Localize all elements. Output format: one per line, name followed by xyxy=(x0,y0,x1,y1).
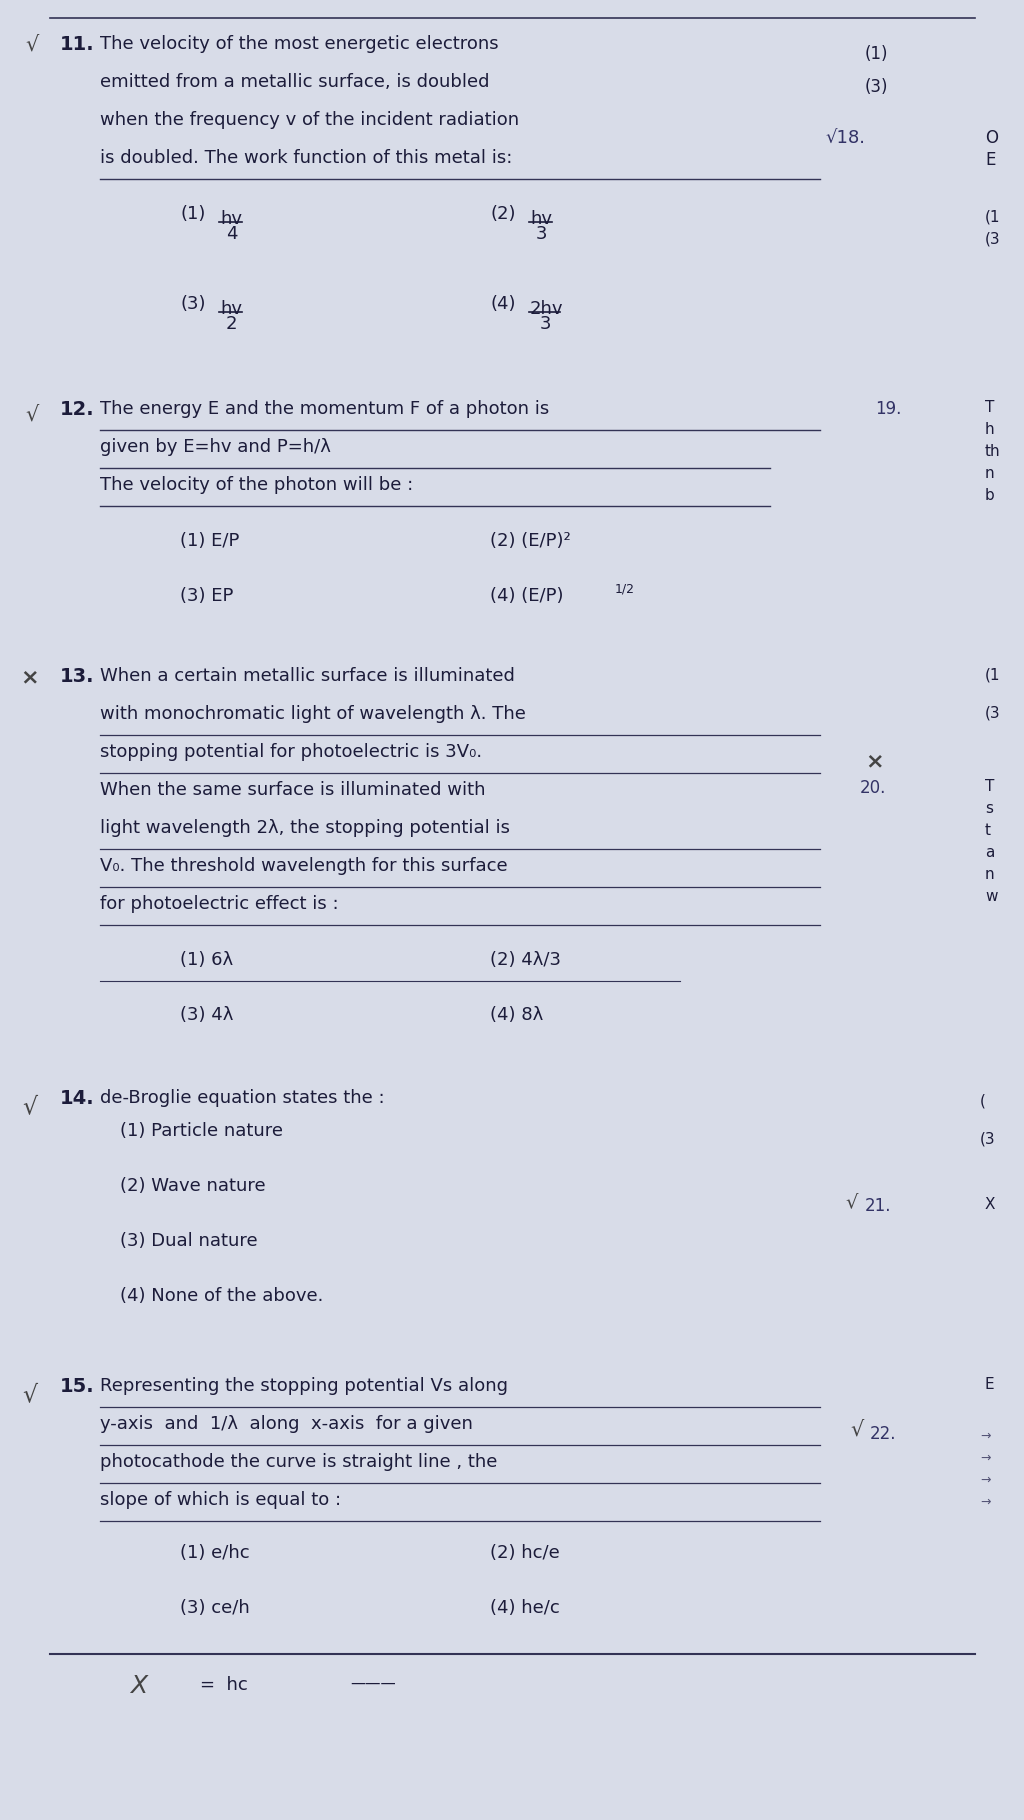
Text: (1) E/P: (1) E/P xyxy=(180,531,240,550)
Text: (3) 4λ: (3) 4λ xyxy=(180,1006,233,1025)
Text: 15.: 15. xyxy=(60,1378,94,1396)
Text: hv: hv xyxy=(220,209,242,228)
Text: s: s xyxy=(985,801,993,815)
Text: (3: (3 xyxy=(985,231,1000,248)
Text: th: th xyxy=(985,444,1000,459)
Text: V₀. The threshold wavelength for this surface: V₀. The threshold wavelength for this su… xyxy=(100,857,508,875)
Text: T: T xyxy=(985,779,994,794)
Text: E: E xyxy=(985,1378,994,1392)
Text: (2) hc/e: (2) hc/e xyxy=(490,1543,560,1562)
Text: (2) (E/P)²: (2) (E/P)² xyxy=(490,531,570,550)
Text: ×: × xyxy=(865,752,884,772)
Text: light wavelength 2λ, the stopping potential is: light wavelength 2λ, the stopping potent… xyxy=(100,819,510,837)
Text: 14.: 14. xyxy=(60,1088,94,1108)
Text: y-axis  and  1/λ  along  x-axis  for a given: y-axis and 1/λ along x-axis for a given xyxy=(100,1414,473,1432)
Text: (1: (1 xyxy=(985,666,1000,682)
Text: √: √ xyxy=(25,406,38,426)
Text: photocathode the curve is straight line , the: photocathode the curve is straight line … xyxy=(100,1452,498,1471)
Text: (: ( xyxy=(980,1094,986,1108)
Text: √: √ xyxy=(850,1420,863,1440)
Text: (4) None of the above.: (4) None of the above. xyxy=(120,1287,324,1305)
Text: (3: (3 xyxy=(985,704,1000,721)
Text: n: n xyxy=(985,466,994,480)
Text: 22.: 22. xyxy=(870,1425,896,1443)
Text: de-Broglie equation states the :: de-Broglie equation states the : xyxy=(100,1088,385,1107)
Text: E: E xyxy=(985,151,995,169)
Text: 1/2: 1/2 xyxy=(615,582,635,595)
Text: (2) Wave nature: (2) Wave nature xyxy=(120,1178,265,1196)
Text: 12.: 12. xyxy=(60,400,94,419)
Text: Representing the stopping potential Vs along: Representing the stopping potential Vs a… xyxy=(100,1378,508,1394)
Text: X: X xyxy=(985,1198,995,1212)
Text: 11.: 11. xyxy=(60,35,94,55)
Text: √18.: √18. xyxy=(825,129,865,147)
Text: 21.: 21. xyxy=(865,1198,892,1216)
Text: (3): (3) xyxy=(865,78,889,96)
Text: 13.: 13. xyxy=(60,666,94,686)
Text: h: h xyxy=(985,422,994,437)
Text: (4) 8λ: (4) 8λ xyxy=(490,1006,544,1025)
Text: given by E=hv and P=h/λ: given by E=hv and P=h/λ xyxy=(100,439,331,457)
Text: t: t xyxy=(985,823,991,837)
Text: (1) 6λ: (1) 6λ xyxy=(180,952,233,968)
Text: (1) e/hc: (1) e/hc xyxy=(180,1543,250,1562)
Text: =  hc: = hc xyxy=(200,1676,248,1694)
Text: is doubled. The work function of this metal is:: is doubled. The work function of this me… xyxy=(100,149,512,167)
Text: n: n xyxy=(985,866,994,883)
Text: (4) (E/P): (4) (E/P) xyxy=(490,588,563,604)
Text: (1): (1) xyxy=(180,206,206,224)
Text: hv: hv xyxy=(530,209,552,228)
Text: ———: ——— xyxy=(350,1676,395,1691)
Text: emitted from a metallic surface, is doubled: emitted from a metallic surface, is doub… xyxy=(100,73,489,91)
Text: O: O xyxy=(985,129,998,147)
Text: (3: (3 xyxy=(980,1132,995,1147)
Text: (2) 4λ/3: (2) 4λ/3 xyxy=(490,952,561,968)
Text: When a certain metallic surface is illuminated: When a certain metallic surface is illum… xyxy=(100,666,515,684)
Text: √: √ xyxy=(845,1192,857,1210)
Text: The velocity of the photon will be :: The velocity of the photon will be : xyxy=(100,477,414,493)
Text: √: √ xyxy=(22,1094,37,1117)
Text: √: √ xyxy=(25,35,38,55)
Text: 2hv: 2hv xyxy=(530,300,563,318)
Text: (3) EP: (3) EP xyxy=(180,588,233,604)
Text: →: → xyxy=(980,1474,990,1487)
Text: (1): (1) xyxy=(865,46,889,64)
Text: (2): (2) xyxy=(490,206,515,224)
Text: (1) Particle nature: (1) Particle nature xyxy=(120,1121,283,1139)
Text: for photoelectric effect is :: for photoelectric effect is : xyxy=(100,895,339,914)
Text: (3) ce/h: (3) ce/h xyxy=(180,1600,250,1616)
Text: The velocity of the most energetic electrons: The velocity of the most energetic elect… xyxy=(100,35,499,53)
Text: √: √ xyxy=(22,1381,37,1407)
Text: a: a xyxy=(985,844,994,861)
Text: w: w xyxy=(985,888,997,905)
Text: hv: hv xyxy=(220,300,242,318)
Text: (4): (4) xyxy=(490,295,515,313)
Text: 20.: 20. xyxy=(860,779,887,797)
Text: ×: × xyxy=(20,666,39,686)
Text: →: → xyxy=(980,1496,990,1509)
Text: X: X xyxy=(130,1674,147,1698)
Text: →: → xyxy=(980,1452,990,1465)
Text: T: T xyxy=(985,400,994,415)
Text: 3: 3 xyxy=(536,224,548,242)
Text: with monochromatic light of wavelength λ. The: with monochromatic light of wavelength λ… xyxy=(100,704,526,723)
Text: stopping potential for photoelectric is 3V₀.: stopping potential for photoelectric is … xyxy=(100,743,482,761)
Text: 19.: 19. xyxy=(874,400,901,419)
Text: (1: (1 xyxy=(985,209,1000,226)
Text: (3) Dual nature: (3) Dual nature xyxy=(120,1232,258,1250)
Text: 4: 4 xyxy=(226,224,238,242)
Text: (3): (3) xyxy=(180,295,206,313)
Text: slope of which is equal to :: slope of which is equal to : xyxy=(100,1491,341,1509)
Text: When the same surface is illuminated with: When the same surface is illuminated wit… xyxy=(100,781,485,799)
Text: (4) he/c: (4) he/c xyxy=(490,1600,560,1616)
Text: when the frequency v of the incident radiation: when the frequency v of the incident rad… xyxy=(100,111,519,129)
Text: 3: 3 xyxy=(540,315,552,333)
Text: b: b xyxy=(985,488,994,502)
Text: The energy E and the momentum F of a photon is: The energy E and the momentum F of a pho… xyxy=(100,400,549,419)
Text: 2: 2 xyxy=(226,315,238,333)
Text: →: → xyxy=(980,1431,990,1443)
